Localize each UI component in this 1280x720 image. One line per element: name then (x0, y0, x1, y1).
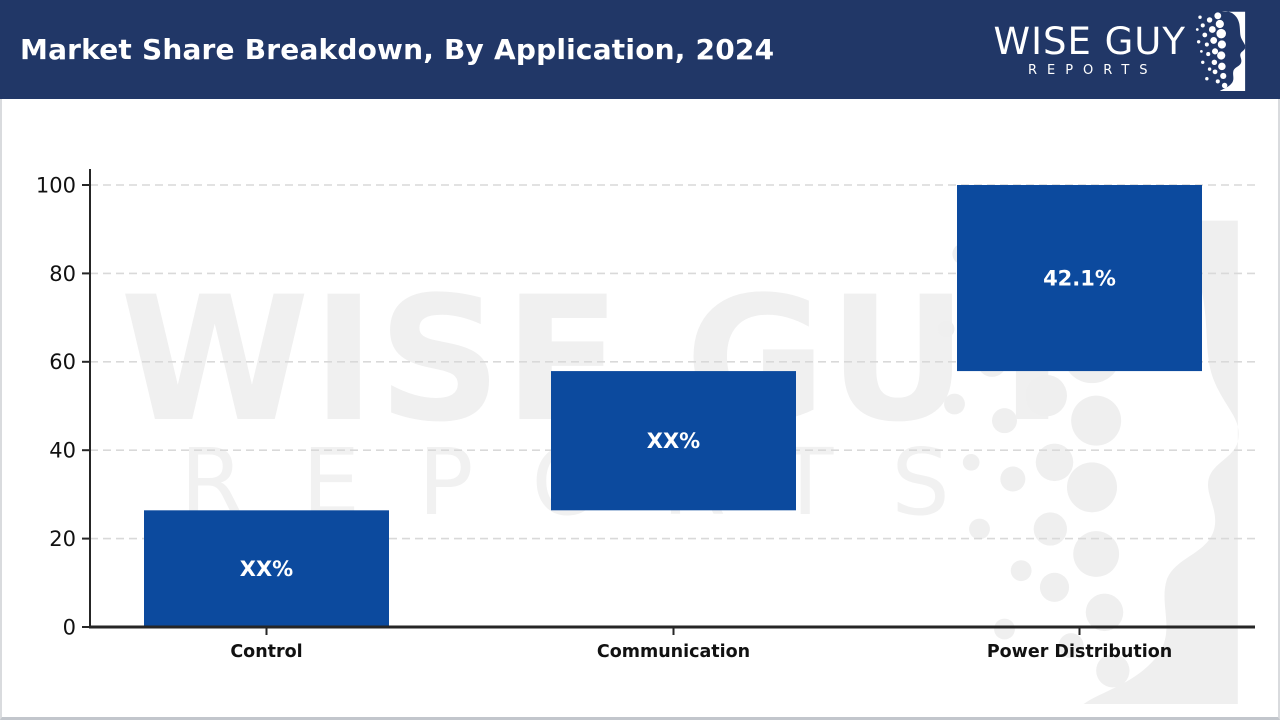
bar-value-label: 42.1% (1043, 266, 1116, 290)
logo-wordmark: WISE GUY (993, 19, 1186, 63)
y-tick-label-80: 80 (49, 262, 76, 286)
x-category-label-communication: Communication (597, 642, 750, 662)
bar-control[interactable] (144, 510, 389, 627)
bar-value-label: XX% (647, 429, 700, 453)
y-tick-label-40: 40 (49, 439, 76, 463)
bar-communication[interactable] (551, 371, 796, 511)
y-tick-label-20: 20 (49, 527, 76, 551)
header-band: Market Share Breakdown, By Application, … (0, 0, 1280, 99)
bar-value-label: XX% (240, 557, 293, 581)
y-tick-label-100: 100 (36, 173, 76, 197)
y-tick-label-0: 0 (63, 615, 76, 639)
chart-area: WISE GUY REPORTS 020406080100XX%XX%42.1%… (0, 99, 1280, 720)
page-title: Market Share Breakdown, By Application, … (20, 33, 775, 66)
wise-guy-reports-logo: WISE GUY REPORTS (994, 9, 1252, 91)
logo-subtitle: REPORTS (1027, 62, 1158, 78)
logo-text: WISE GUY REPORTS (994, 23, 1186, 77)
y-tick-label-60: 60 (49, 350, 76, 374)
x-category-label-power-distribution: Power Distribution (987, 642, 1172, 662)
x-category-label-control: Control (230, 642, 302, 662)
bar-power-distribution[interactable] (957, 185, 1202, 372)
bar-chart: 0 20 40 60 80 100 XX% XX% 42.1% Control Communicat… (36, 169, 1258, 662)
dotted-face-icon (1195, 10, 1246, 91)
